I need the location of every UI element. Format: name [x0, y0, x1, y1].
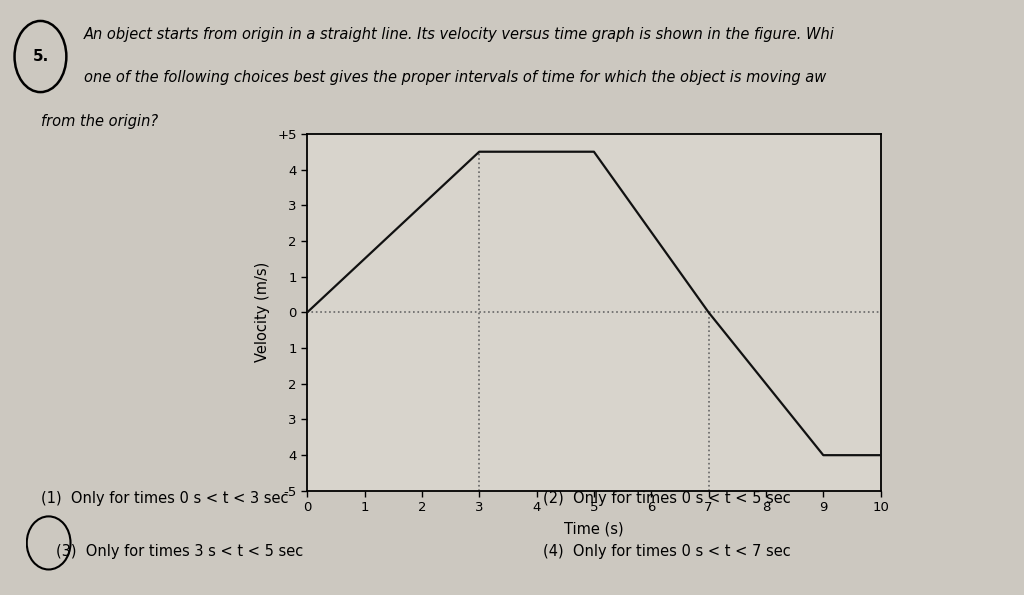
Y-axis label: Velocity (m/s): Velocity (m/s) [255, 262, 270, 362]
Text: 5.: 5. [33, 49, 48, 64]
Text: An object starts from origin in a straight line. Its velocity versus time graph : An object starts from origin in a straig… [84, 27, 835, 42]
Text: (1)  Only for times 0 s < t < 3 sec: (1) Only for times 0 s < t < 3 sec [41, 491, 289, 506]
Text: (2)  Only for times 0 s < t < 5 sec: (2) Only for times 0 s < t < 5 sec [543, 491, 791, 506]
Text: one of the following choices best gives the proper intervals of time for which t: one of the following choices best gives … [84, 70, 826, 85]
Text: (4)  Only for times 0 s < t < 7 sec: (4) Only for times 0 s < t < 7 sec [543, 544, 791, 559]
X-axis label: Time (s): Time (s) [564, 521, 624, 536]
Text: from the origin?: from the origin? [41, 114, 158, 129]
Text: (3)  Only for times 3 s < t < 5 sec: (3) Only for times 3 s < t < 5 sec [56, 544, 303, 559]
